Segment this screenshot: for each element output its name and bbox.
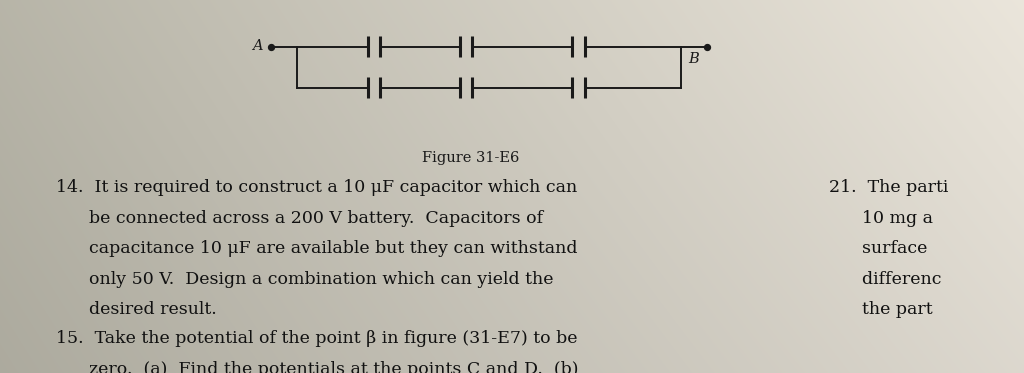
Text: 15.  Take the potential of the point β in figure (31-E7) to be: 15. Take the potential of the point β in… [56, 330, 578, 347]
Point [263, 44, 280, 50]
Text: only 50 V.  Design a combination which can yield the: only 50 V. Design a combination which ca… [56, 271, 554, 288]
Text: capacitance 10 μF are available but they can withstand: capacitance 10 μF are available but they… [56, 240, 578, 257]
Text: surface: surface [829, 240, 933, 257]
Text: 10 mg a: 10 mg a [829, 210, 934, 227]
Text: the part: the part [829, 301, 933, 319]
Text: 14.  It is required to construct a 10 μF capacitor which can: 14. It is required to construct a 10 μF … [56, 179, 578, 196]
Text: Figure 31-E6: Figure 31-E6 [422, 151, 520, 165]
Text: differenc: differenc [829, 271, 942, 288]
Text: B: B [688, 51, 698, 66]
Text: be connected across a 200 V battery.  Capacitors of: be connected across a 200 V battery. Cap… [56, 210, 544, 227]
Text: A: A [253, 39, 263, 53]
Point [698, 44, 715, 50]
Text: 21.  The parti: 21. The parti [829, 179, 949, 196]
Text: zero.  (a)  Find the potentials at the points C and D.  (b): zero. (a) Find the potentials at the poi… [56, 361, 579, 373]
Text: desired result.: desired result. [56, 301, 217, 319]
